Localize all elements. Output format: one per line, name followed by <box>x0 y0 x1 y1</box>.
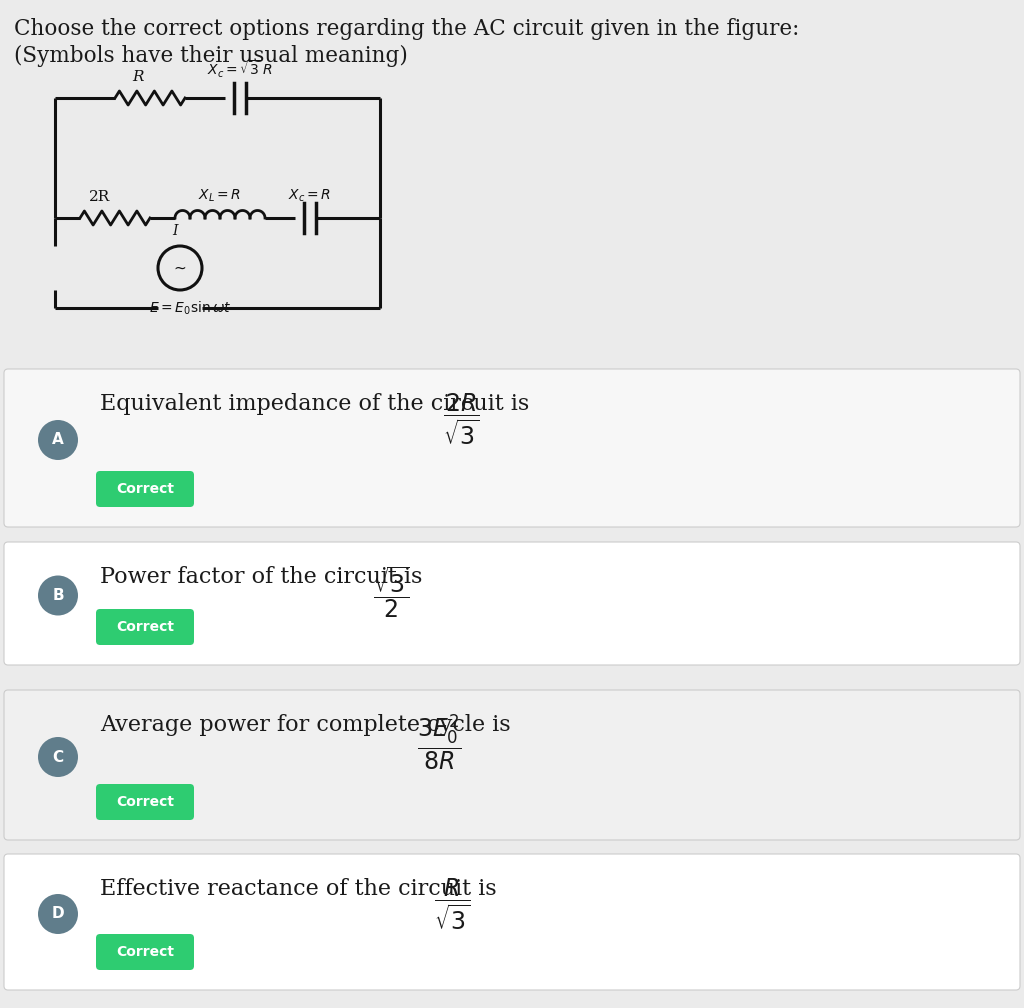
Text: Correct: Correct <box>116 946 174 959</box>
Text: ~: ~ <box>174 260 186 275</box>
FancyBboxPatch shape <box>4 369 1020 527</box>
Text: Correct: Correct <box>116 482 174 496</box>
Text: C: C <box>52 750 63 764</box>
Text: $\dfrac{\sqrt{3}}{2}$: $\dfrac{\sqrt{3}}{2}$ <box>373 564 410 620</box>
Text: A: A <box>52 432 63 448</box>
FancyBboxPatch shape <box>96 471 194 507</box>
Text: $\dfrac{2R}{\sqrt{3}}$: $\dfrac{2R}{\sqrt{3}}$ <box>443 391 480 447</box>
Text: Choose the correct options regarding the AC circuit given in the figure:: Choose the correct options regarding the… <box>14 18 800 40</box>
Text: $X_c=R$: $X_c=R$ <box>289 187 332 204</box>
FancyBboxPatch shape <box>4 854 1020 990</box>
Circle shape <box>38 576 78 616</box>
Text: Average power for complete cycle is: Average power for complete cycle is <box>100 714 518 736</box>
FancyBboxPatch shape <box>96 784 194 820</box>
FancyBboxPatch shape <box>4 542 1020 665</box>
Circle shape <box>38 894 78 934</box>
Text: $X_c=\sqrt{3}\,R$: $X_c=\sqrt{3}\,R$ <box>207 58 272 80</box>
Text: Effective reactance of the circuit is: Effective reactance of the circuit is <box>100 878 504 900</box>
FancyBboxPatch shape <box>4 690 1020 840</box>
Text: $\dfrac{3E_0^2}{8R}$: $\dfrac{3E_0^2}{8R}$ <box>417 712 462 771</box>
Circle shape <box>38 737 78 777</box>
Text: 2R: 2R <box>89 190 111 204</box>
Text: Equivalent impedance of the circuit is: Equivalent impedance of the circuit is <box>100 393 537 415</box>
Circle shape <box>38 420 78 460</box>
Text: B: B <box>52 588 63 603</box>
Text: D: D <box>51 906 65 921</box>
FancyBboxPatch shape <box>96 934 194 970</box>
Text: $\dfrac{R}{\sqrt{3}}$: $\dfrac{R}{\sqrt{3}}$ <box>434 876 471 932</box>
FancyBboxPatch shape <box>96 609 194 645</box>
Text: (Symbols have their usual meaning): (Symbols have their usual meaning) <box>14 45 408 68</box>
Text: $E=E_0\sin\omega t$: $E=E_0\sin\omega t$ <box>148 300 231 318</box>
Text: I: I <box>172 224 178 238</box>
Text: Power factor of the circuit is: Power factor of the circuit is <box>100 566 429 588</box>
Text: R: R <box>132 70 143 84</box>
Text: Correct: Correct <box>116 620 174 634</box>
Text: Correct: Correct <box>116 795 174 809</box>
Text: $X_L=R$: $X_L=R$ <box>199 187 242 204</box>
